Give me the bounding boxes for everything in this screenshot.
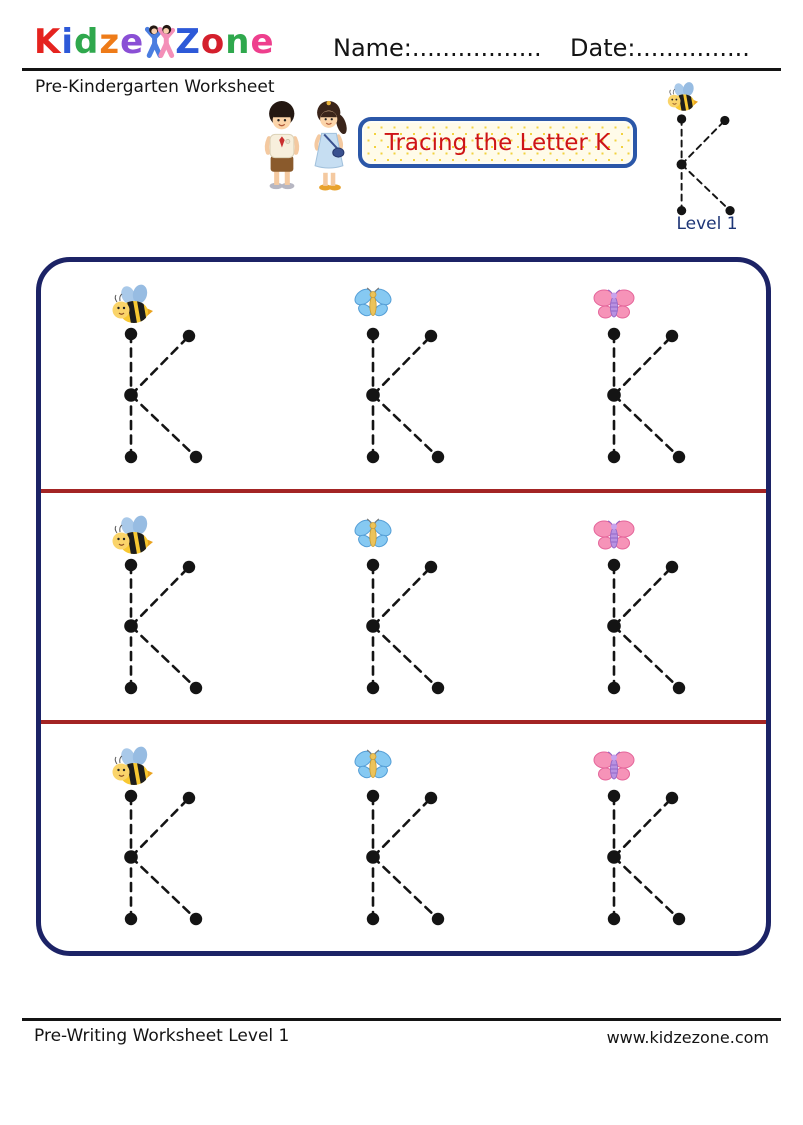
trace-cell (524, 724, 766, 951)
dotted-letter-k (593, 520, 687, 696)
blue-butterfly-icon (351, 516, 395, 550)
logo-letter: n (225, 22, 251, 62)
dotted-letter-k (98, 282, 204, 465)
worksheet-row-3 (41, 720, 766, 951)
logo-letter: o (200, 22, 226, 62)
kidzezone-logo: K i d z e Z o n e (34, 22, 275, 62)
logo-letter: e (120, 22, 145, 62)
trace-cell (283, 493, 525, 720)
example-dotted-letter-k (657, 80, 736, 217)
tracing-board (36, 257, 771, 956)
logo-letter: Z (175, 22, 201, 62)
bee-icon (113, 514, 154, 558)
dotted-letter-k (593, 289, 687, 465)
worksheet-row-2 (41, 489, 766, 720)
title-box: Tracing the Letter K (358, 117, 637, 168)
trace-cell (41, 724, 283, 951)
date-field-label: Date:............... (570, 34, 750, 62)
footer-divider (22, 1018, 781, 1021)
dotted-letter-k (351, 285, 446, 465)
level-label: Level 1 (676, 214, 738, 234)
worksheet-subtitle: Pre-Kindergarten Worksheet (35, 77, 275, 97)
header-divider (22, 68, 781, 71)
name-field-label: Name:................. (333, 34, 542, 62)
bee-icon (113, 745, 154, 789)
trace-cell (524, 493, 766, 720)
dotted-letter-k (351, 516, 446, 696)
bee-icon (113, 283, 154, 327)
trace-cell (41, 493, 283, 720)
page-title: Tracing the Letter K (384, 129, 611, 156)
pink-butterfly-icon (593, 289, 635, 319)
logo-letter: d (74, 22, 100, 62)
logo-letter: i (61, 22, 75, 62)
trace-cell (524, 262, 766, 489)
trace-cell (41, 262, 283, 489)
logo-letter: z (99, 22, 121, 62)
logo-letter: K (34, 22, 62, 62)
pink-butterfly-icon (593, 751, 635, 781)
footer-worksheet-label: Pre-Writing Worksheet Level 1 (34, 1026, 290, 1046)
dotted-letter-k (593, 751, 687, 927)
dotted-letter-k (351, 747, 446, 927)
blue-butterfly-icon (351, 747, 395, 781)
trace-cell (283, 262, 525, 489)
worksheet-row-1 (41, 262, 766, 489)
kids-illustration (256, 98, 358, 193)
dotted-letter-k (98, 744, 204, 927)
dotted-letter-k (98, 513, 204, 696)
dotted-letter-k (675, 113, 736, 217)
bee-icon (668, 81, 698, 114)
trace-cell (283, 724, 525, 951)
logo-kids-icon (142, 23, 178, 61)
footer-website-link[interactable]: www.kidzezone.com (606, 1028, 769, 1047)
blue-butterfly-icon (351, 285, 395, 319)
logo-letter: e (250, 22, 275, 62)
pink-butterfly-icon (593, 520, 635, 550)
